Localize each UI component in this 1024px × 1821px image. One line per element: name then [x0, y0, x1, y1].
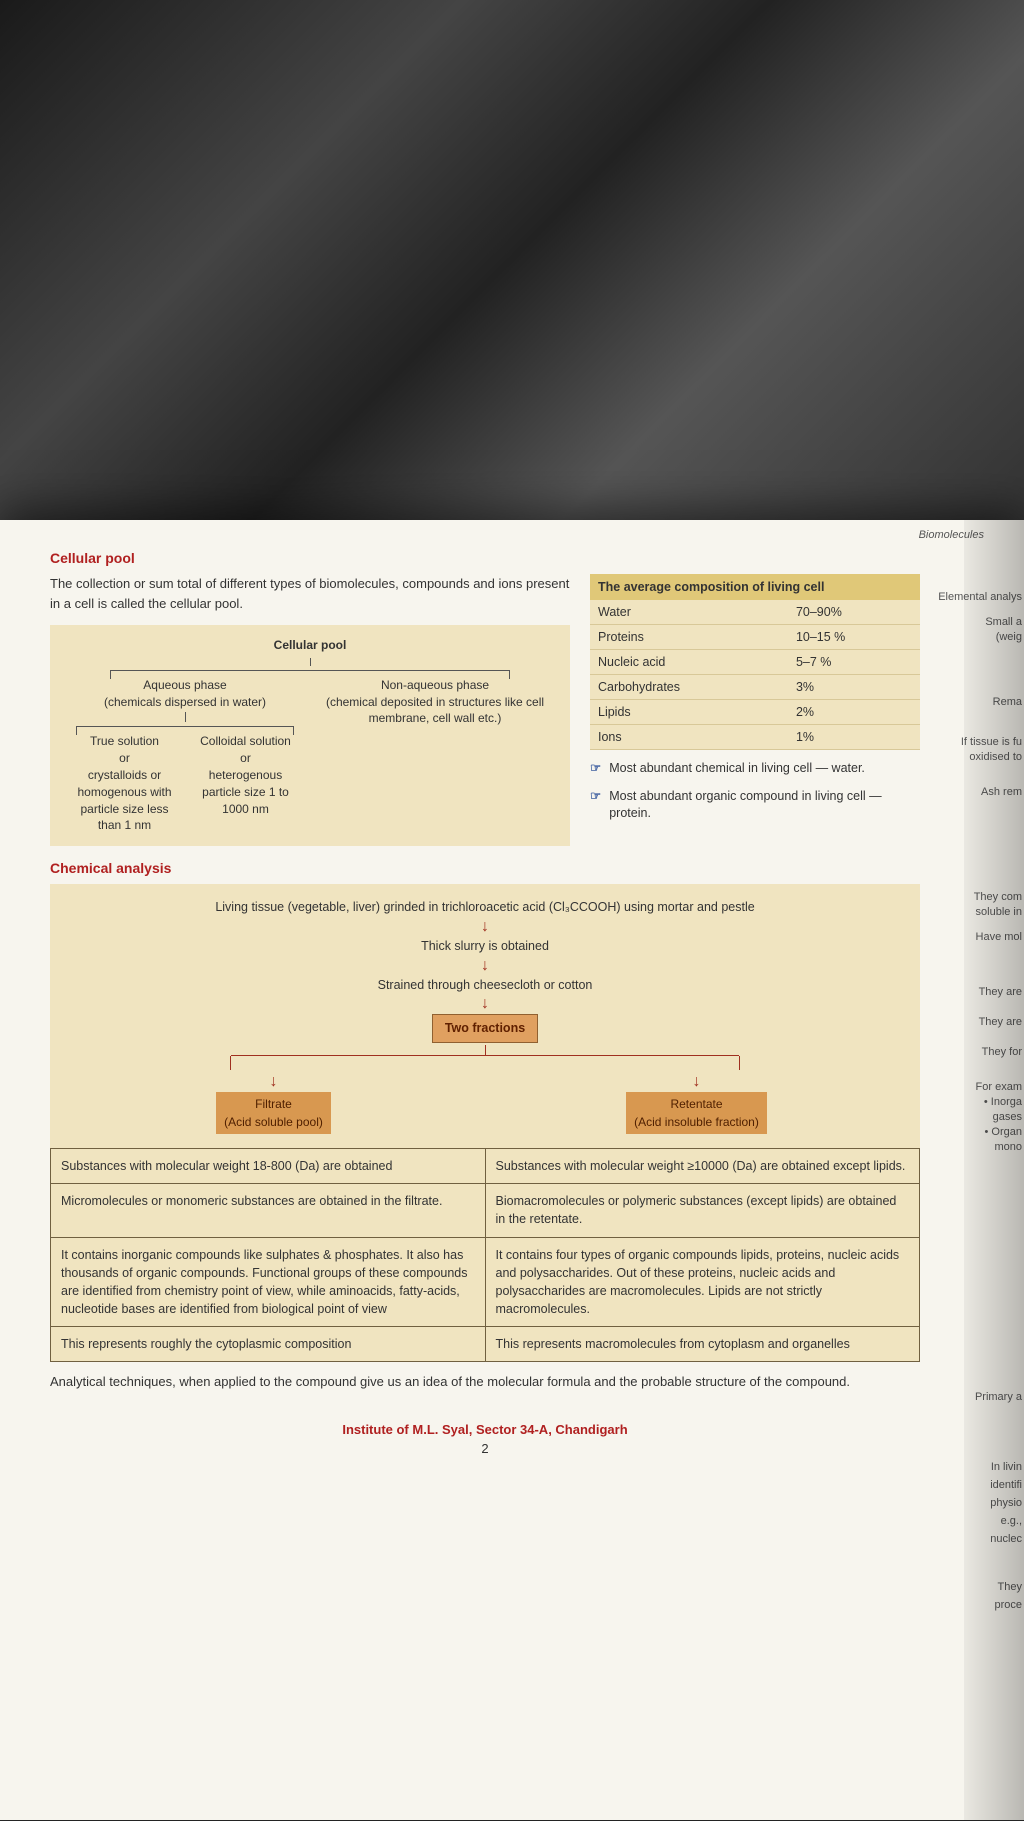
- note-1-text: Most abundant chemical in living cell — …: [609, 760, 865, 778]
- page-fold-shadow: [964, 520, 1024, 1820]
- compare-right: This represents macromolecules from cyto…: [485, 1327, 920, 1362]
- note-abundant-chemical: ☞ Most abundant chemical in living cell …: [590, 760, 920, 778]
- filtrate-label: Filtrate (Acid soluble pool): [216, 1092, 331, 1134]
- colloidal-or: or: [189, 750, 302, 767]
- table-row: Substances with molecular weight 18-800 …: [51, 1149, 920, 1184]
- comp-name: Lipids: [590, 700, 788, 725]
- table-row: It contains inorganic compounds like sul…: [51, 1237, 920, 1327]
- flow-step-3: Strained through cheesecloth or cotton: [62, 976, 908, 995]
- arrow-down-icon: ↓: [62, 919, 908, 935]
- compare-right: It contains four types of organic compou…: [485, 1237, 920, 1327]
- nonaqueous-sub: (chemical deposited in structures like c…: [314, 694, 556, 728]
- heading-cellular-pool: Cellular pool: [50, 550, 920, 566]
- table-row: Ions1%: [590, 725, 920, 750]
- comp-name: Ions: [590, 725, 788, 750]
- flow-step-2: Thick slurry is obtained: [62, 937, 908, 956]
- true-solution-or: or: [68, 750, 181, 767]
- heading-chemical-analysis: Chemical analysis: [50, 860, 920, 876]
- arrow-down-icon: ↓: [62, 958, 908, 974]
- composition-table: The average composition of living cell W…: [590, 574, 920, 750]
- closing-paragraph: Analytical techniques, when applied to t…: [50, 1372, 920, 1392]
- colloidal-title: Colloidal solution: [189, 733, 302, 750]
- table-row: Water70–90%: [590, 600, 920, 625]
- retentate-title: Retentate: [634, 1095, 759, 1113]
- intro-paragraph: The collection or sum total of different…: [50, 574, 570, 613]
- table-row: This represents roughly the cytoplasmic …: [51, 1327, 920, 1362]
- comp-pct: 1%: [788, 725, 920, 750]
- comp-name: Nucleic acid: [590, 650, 788, 675]
- true-solution-body: crystalloids or homogenous with particle…: [68, 767, 181, 834]
- nonaqueous-title: Non-aqueous phase: [314, 677, 556, 694]
- page-number: 2: [50, 1441, 920, 1456]
- comp-name: Water: [590, 600, 788, 625]
- filtrate-sub: (Acid soluble pool): [224, 1113, 323, 1131]
- comp-pct: 3%: [788, 675, 920, 700]
- filtrate-title: Filtrate: [224, 1095, 323, 1113]
- compare-right: Biomacromolecules or polymeric substance…: [485, 1184, 920, 1237]
- compare-left: It contains inorganic compounds like sul…: [51, 1237, 486, 1327]
- comparison-table: Substances with molecular weight 18-800 …: [50, 1148, 920, 1362]
- diagram-title: Cellular pool: [60, 637, 560, 654]
- two-fractions-box: Two fractions: [432, 1014, 538, 1043]
- composition-header: The average composition of living cell: [590, 574, 920, 600]
- textbook-page: Biomolecules Elemental analys Small a (w…: [0, 520, 1024, 1820]
- pointer-icon: ☞: [590, 788, 601, 823]
- colloidal-body: heterogenous particle size 1 to 1000 nm: [189, 767, 302, 817]
- chemical-analysis-flowchart: Living tissue (vegetable, liver) grinded…: [50, 884, 920, 1148]
- comp-name: Proteins: [590, 625, 788, 650]
- retentate-label: Retentate (Acid insoluble fraction): [626, 1092, 767, 1134]
- note-abundant-organic: ☞ Most abundant organic compound in livi…: [590, 788, 920, 823]
- arrow-down-icon: ↓: [485, 1074, 908, 1090]
- aqueous-phase-sub: (chemicals dispersed in water): [64, 694, 306, 711]
- footer-institute: Institute of M.L. Syal, Sector 34-A, Cha…: [50, 1422, 920, 1437]
- comp-pct: 10–15 %: [788, 625, 920, 650]
- retentate-sub: (Acid insoluble fraction): [634, 1113, 759, 1131]
- table-row: Carbohydrates3%: [590, 675, 920, 700]
- table-row: Proteins10–15 %: [590, 625, 920, 650]
- table-row: Micromolecules or monomeric substances a…: [51, 1184, 920, 1237]
- cellular-pool-diagram: Cellular pool Aqueous phase (chemicals d…: [50, 625, 570, 846]
- table-row: Lipids2%: [590, 700, 920, 725]
- table-row: Nucleic acid5–7 %: [590, 650, 920, 675]
- compare-right: Substances with molecular weight ≥10000 …: [485, 1149, 920, 1184]
- note-2-text: Most abundant organic compound in living…: [609, 788, 920, 823]
- comp-pct: 2%: [788, 700, 920, 725]
- comp-pct: 70–90%: [788, 600, 920, 625]
- true-solution-title: True solution: [68, 733, 181, 750]
- arrow-down-icon: ↓: [62, 1074, 485, 1090]
- arrow-down-icon: ↓: [62, 996, 908, 1012]
- compare-left: Micromolecules or monomeric substances a…: [51, 1184, 486, 1237]
- photo-background: [0, 0, 1024, 520]
- flow-step-1: Living tissue (vegetable, liver) grinded…: [62, 898, 908, 917]
- compare-left: This represents roughly the cytoplasmic …: [51, 1327, 486, 1362]
- comp-pct: 5–7 %: [788, 650, 920, 675]
- aqueous-phase-title: Aqueous phase: [64, 677, 306, 694]
- compare-left: Substances with molecular weight 18-800 …: [51, 1149, 486, 1184]
- pointer-icon: ☞: [590, 760, 601, 778]
- comp-name: Carbohydrates: [590, 675, 788, 700]
